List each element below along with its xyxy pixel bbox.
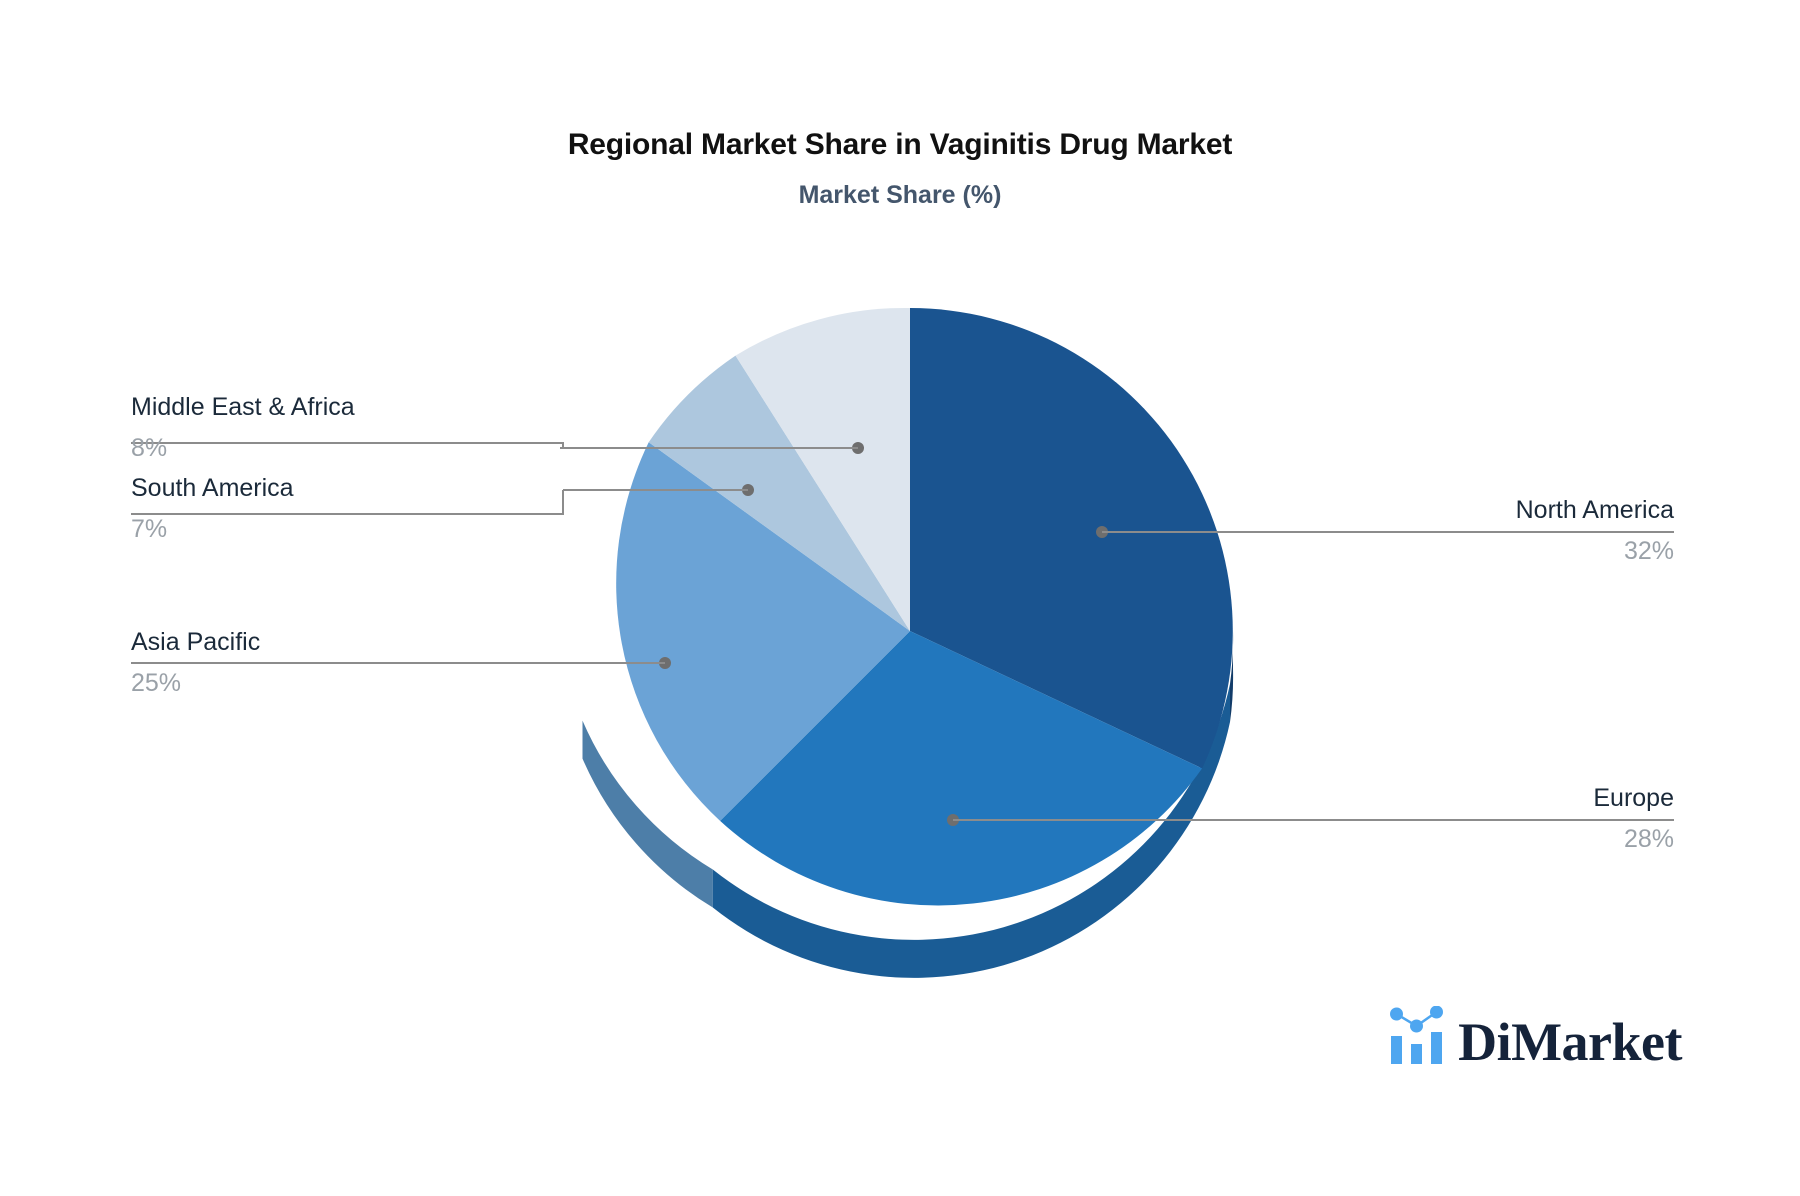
pie-depth-group [582,631,1234,978]
brand-wordmark: DiMarket [1458,1011,1682,1072]
pie-slice-north-america[interactable] [910,308,1233,769]
leader-north-america [1096,526,1674,538]
pie-slices-group [616,307,1233,906]
brand-logo: DiMarket [1388,1006,1682,1072]
pie-side-europe [712,684,1230,978]
pie-side-north-america [1230,631,1234,722]
pie-slice-south-america[interactable] [648,355,910,631]
pie-slice-asia-pacific[interactable] [616,442,910,821]
pie-slice-middle-east-africa[interactable] [735,307,911,631]
leader-europe [947,814,1674,826]
leader-lines-group [131,442,1674,826]
leader-middle-east-africa [131,442,864,454]
leader-south-america [131,484,754,515]
pie-side-asia-pacific [582,720,713,908]
bar-chart-icon [1390,1006,1444,1064]
pie-slice-europe[interactable] [720,631,1203,906]
leader-asia-pacific [131,657,671,669]
